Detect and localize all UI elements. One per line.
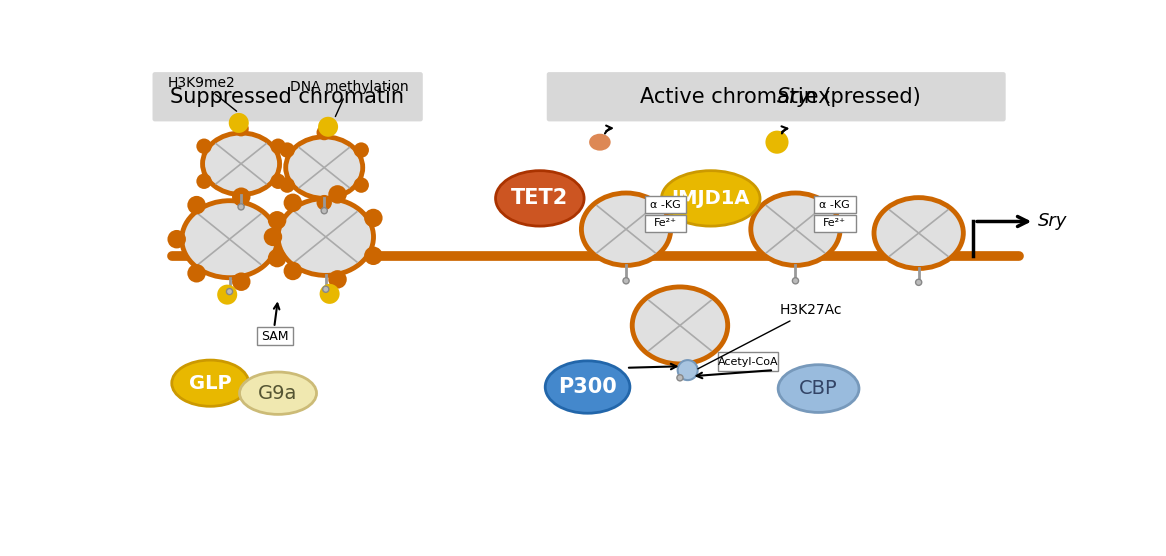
FancyBboxPatch shape (258, 327, 293, 345)
Circle shape (283, 262, 302, 280)
Circle shape (915, 279, 922, 285)
FancyBboxPatch shape (718, 353, 778, 371)
Ellipse shape (582, 193, 670, 265)
Circle shape (318, 117, 338, 137)
Ellipse shape (278, 198, 373, 275)
Ellipse shape (632, 287, 728, 364)
Text: JMJD1A: JMJD1A (672, 189, 750, 208)
Circle shape (233, 191, 248, 206)
Circle shape (188, 196, 206, 215)
Ellipse shape (874, 197, 963, 269)
Text: DNA methylation: DNA methylation (289, 80, 408, 117)
Circle shape (271, 138, 286, 154)
Circle shape (280, 142, 295, 158)
Circle shape (319, 284, 339, 304)
Circle shape (196, 138, 212, 154)
Circle shape (217, 285, 237, 305)
Text: Sry: Sry (777, 87, 812, 107)
Ellipse shape (751, 193, 841, 265)
Text: P300: P300 (559, 377, 617, 397)
Text: GLP: GLP (189, 374, 232, 393)
Text: CBP: CBP (799, 379, 838, 398)
Circle shape (677, 360, 697, 380)
Circle shape (364, 246, 382, 265)
FancyBboxPatch shape (645, 196, 686, 213)
Circle shape (196, 173, 212, 189)
Text: SAM: SAM (261, 330, 289, 342)
Text: H3K27Ac: H3K27Ac (697, 303, 843, 369)
FancyBboxPatch shape (547, 72, 1005, 121)
Circle shape (188, 264, 206, 282)
Ellipse shape (182, 201, 278, 277)
Circle shape (353, 177, 368, 193)
Ellipse shape (661, 171, 760, 226)
Circle shape (623, 277, 630, 284)
Text: α -KG: α -KG (820, 200, 850, 210)
Ellipse shape (171, 360, 248, 406)
Circle shape (765, 131, 788, 153)
Circle shape (677, 375, 683, 381)
Circle shape (364, 208, 382, 227)
Text: expressed): expressed) (799, 87, 920, 107)
Circle shape (232, 272, 251, 291)
Circle shape (168, 230, 185, 249)
Text: Acetyl-CoA: Acetyl-CoA (717, 356, 778, 366)
Circle shape (268, 211, 287, 230)
Text: G9a: G9a (259, 384, 297, 403)
Ellipse shape (778, 365, 859, 413)
Circle shape (283, 193, 302, 212)
FancyBboxPatch shape (645, 215, 686, 231)
Circle shape (232, 187, 251, 206)
Circle shape (271, 173, 286, 189)
Text: TET2: TET2 (511, 188, 569, 208)
Text: Fe²⁺: Fe²⁺ (654, 218, 676, 228)
Circle shape (238, 204, 244, 210)
Circle shape (329, 185, 346, 203)
Circle shape (226, 289, 232, 295)
Circle shape (323, 286, 329, 292)
Circle shape (329, 270, 346, 289)
Circle shape (264, 227, 282, 246)
Circle shape (793, 277, 799, 284)
Circle shape (316, 195, 332, 210)
Circle shape (316, 125, 332, 140)
Text: α -KG: α -KG (649, 200, 681, 210)
Circle shape (229, 113, 248, 133)
FancyBboxPatch shape (814, 215, 856, 231)
Circle shape (280, 177, 295, 193)
Ellipse shape (546, 361, 630, 413)
Ellipse shape (286, 137, 363, 198)
Circle shape (268, 249, 287, 267)
Text: Suppressed chromatin: Suppressed chromatin (170, 87, 405, 107)
FancyBboxPatch shape (153, 72, 423, 121)
Ellipse shape (203, 133, 280, 195)
Ellipse shape (589, 133, 611, 151)
Text: Sry: Sry (1038, 212, 1067, 231)
Circle shape (321, 207, 328, 214)
Ellipse shape (239, 372, 316, 414)
Ellipse shape (496, 171, 584, 226)
Circle shape (353, 142, 368, 158)
Text: Active chromatin (: Active chromatin ( (640, 87, 831, 107)
Text: Fe²⁺: Fe²⁺ (823, 218, 847, 228)
Text: H3K9me2: H3K9me2 (167, 76, 237, 111)
Circle shape (233, 121, 248, 136)
FancyBboxPatch shape (814, 196, 856, 213)
